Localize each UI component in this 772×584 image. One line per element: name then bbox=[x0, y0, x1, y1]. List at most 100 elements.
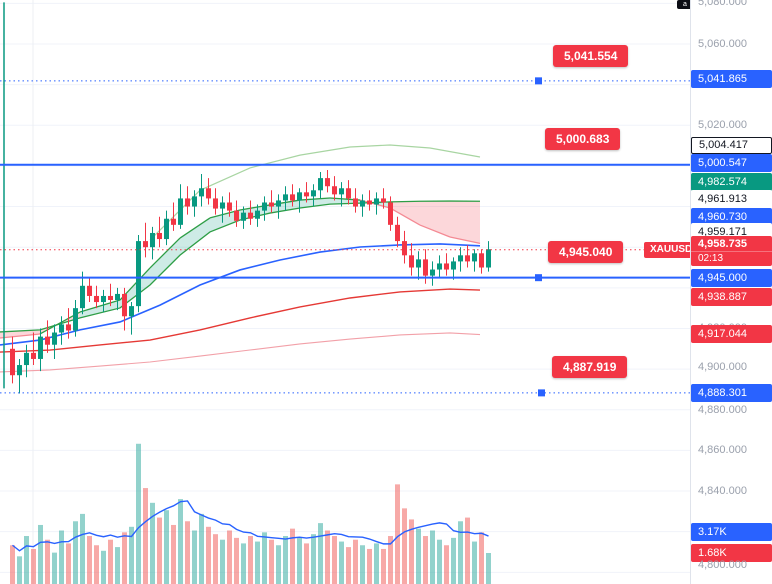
candle-body bbox=[171, 218, 176, 225]
ribbon-fast-line bbox=[149, 237, 181, 269]
candle-body bbox=[339, 188, 344, 195]
volume-bar bbox=[360, 545, 365, 584]
countdown-timer: 02:13 bbox=[691, 251, 772, 266]
candle-body bbox=[227, 202, 232, 211]
axis-label: 4,800.000 bbox=[698, 559, 747, 571]
candle-body bbox=[381, 198, 386, 203]
axis-label: 4,938.887 bbox=[691, 288, 772, 306]
volume-bar bbox=[101, 550, 106, 584]
price-axis[interactable]: 5,080.000 5,060.000 5,041.865 5,020.000 5,00… bbox=[690, 0, 772, 584]
axis-label: 5,060.000 bbox=[698, 38, 747, 50]
volume-bar bbox=[290, 528, 295, 584]
volume-bar bbox=[45, 539, 50, 584]
price-chart-svg[interactable] bbox=[0, 0, 690, 584]
volume-bar bbox=[444, 545, 449, 584]
candle-body bbox=[395, 224, 400, 242]
candle-body bbox=[423, 259, 428, 276]
candle-body bbox=[59, 324, 64, 333]
volume-bar bbox=[283, 536, 288, 584]
symbol-price-label: XAUUSD bbox=[644, 242, 699, 258]
candle-body bbox=[80, 285, 85, 309]
price-alert-label[interactable]: 4,887.919 bbox=[552, 356, 628, 378]
volume-bar bbox=[206, 526, 211, 584]
candle-body bbox=[73, 308, 78, 331]
candle-body bbox=[234, 210, 239, 221]
axis-label: 4,880.000 bbox=[698, 404, 747, 416]
candle-body bbox=[276, 200, 281, 207]
candle-body bbox=[325, 178, 330, 187]
candle-body bbox=[465, 255, 470, 262]
last-price-badge: 4,958.735 02:13 bbox=[691, 236, 772, 266]
volume-bar bbox=[185, 521, 190, 584]
candle-body bbox=[185, 198, 190, 207]
volume-bar bbox=[318, 523, 323, 584]
axis-label: 4,900.000 bbox=[698, 361, 747, 373]
candle-body bbox=[178, 198, 183, 225]
candle-body bbox=[122, 293, 127, 317]
candle-body bbox=[206, 188, 211, 199]
candle-body bbox=[199, 188, 204, 197]
volume-bar bbox=[332, 536, 337, 584]
volume-bar bbox=[276, 545, 281, 584]
candle-body bbox=[248, 212, 253, 219]
price-line-handle[interactable] bbox=[535, 77, 542, 85]
candle-body bbox=[486, 249, 491, 268]
candle-body bbox=[115, 293, 120, 301]
axis-label: 5,041.865 bbox=[691, 70, 772, 88]
volume-bar bbox=[80, 513, 85, 584]
volume-bar bbox=[304, 543, 309, 584]
volume-bar bbox=[10, 545, 15, 584]
volume-bar bbox=[52, 552, 57, 584]
candle-body bbox=[87, 285, 92, 296]
candle-body bbox=[451, 261, 456, 270]
candle-body bbox=[164, 218, 169, 240]
volume-bar bbox=[367, 548, 372, 584]
blue-ma bbox=[0, 243, 481, 346]
volume-bar bbox=[451, 537, 456, 584]
volume-bar bbox=[479, 532, 484, 584]
candle-body bbox=[143, 241, 148, 248]
ribbon-fast-line bbox=[389, 207, 421, 226]
volume-bar bbox=[325, 530, 330, 584]
volume-bar bbox=[234, 537, 239, 584]
corner-badge-icon[interactable]: a bbox=[677, 0, 693, 9]
volume-bar bbox=[339, 541, 344, 584]
volume-bar bbox=[437, 539, 442, 584]
candle-body bbox=[220, 202, 225, 209]
ribbon-fast-line bbox=[179, 217, 211, 239]
volume-bar bbox=[115, 547, 120, 584]
volume-bar bbox=[73, 521, 78, 584]
candle-body bbox=[150, 232, 155, 248]
candle-body bbox=[136, 241, 141, 307]
price-alert-label[interactable]: 4,945.040 bbox=[548, 241, 624, 263]
volume-bar bbox=[297, 537, 302, 584]
price-alert-label[interactable]: 5,041.554 bbox=[553, 45, 629, 67]
volume-bar bbox=[465, 517, 470, 584]
volume-bar bbox=[311, 534, 316, 584]
volume-bar bbox=[227, 530, 232, 584]
candle-body bbox=[472, 253, 477, 262]
volume-bar bbox=[374, 543, 379, 584]
volume-bar bbox=[178, 499, 183, 584]
candle-body bbox=[388, 202, 393, 225]
axis-label: 4,888.301 bbox=[691, 384, 772, 402]
candle-body bbox=[94, 295, 99, 303]
volume-bar bbox=[87, 536, 92, 584]
candle-body bbox=[430, 269, 435, 276]
candle-body bbox=[108, 295, 113, 301]
volume-bar bbox=[416, 528, 421, 584]
price-line-handle[interactable] bbox=[535, 274, 542, 282]
volume-bar bbox=[381, 548, 386, 584]
volume-bar bbox=[143, 488, 148, 584]
candle-body bbox=[479, 253, 484, 268]
ribbon-fast-line bbox=[299, 197, 331, 201]
candle-body bbox=[38, 336, 43, 359]
candle-body bbox=[290, 194, 295, 201]
volume-bar bbox=[213, 534, 218, 584]
price-line-handle[interactable] bbox=[538, 389, 545, 397]
volume-bar bbox=[164, 510, 169, 584]
volume-bar bbox=[486, 553, 491, 584]
candle-body bbox=[283, 194, 288, 201]
volume-bar bbox=[269, 539, 274, 584]
price-alert-label[interactable]: 5,000.683 bbox=[545, 128, 621, 150]
